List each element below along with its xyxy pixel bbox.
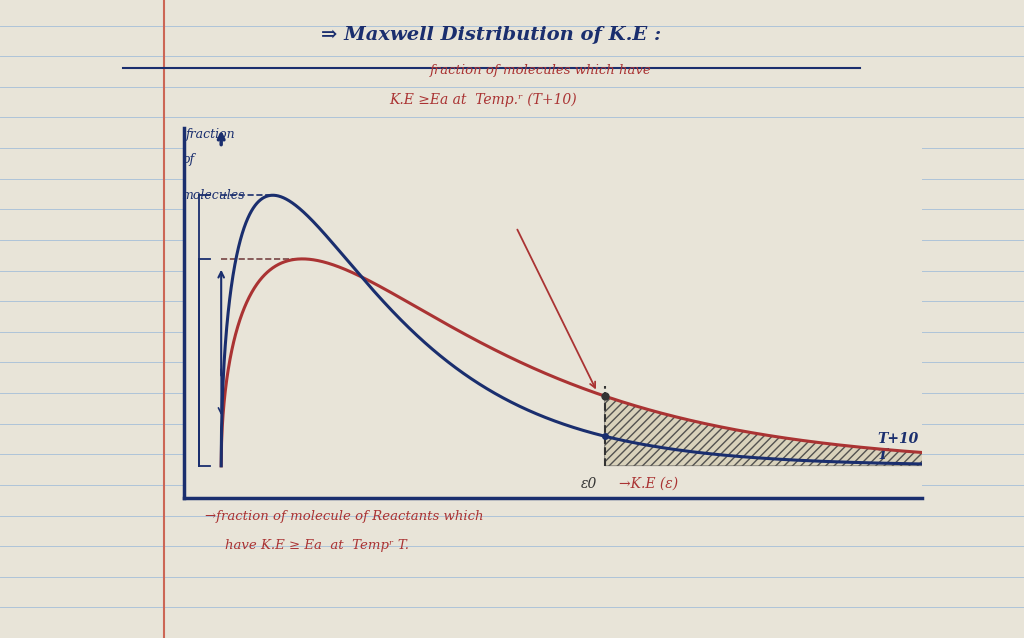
Text: fraction of molecules which have: fraction of molecules which have — [430, 64, 652, 77]
Text: ε0: ε0 — [581, 477, 597, 491]
Text: ⇒ Maxwell Distribution of K.E :: ⇒ Maxwell Distribution of K.E : — [322, 26, 662, 43]
Text: T+10: T+10 — [878, 432, 919, 446]
Text: have K.E ≥ Ea  at  Tempʳ T.: have K.E ≥ Ea at Tempʳ T. — [225, 539, 410, 552]
Text: T: T — [878, 448, 888, 462]
Text: fraction: fraction — [185, 128, 236, 140]
Text: of: of — [183, 153, 195, 167]
Text: →fraction of molecule of Reactants which: →fraction of molecule of Reactants which — [205, 510, 483, 523]
Text: K.E ≥Ea at  Temp.ʳ (T+10): K.E ≥Ea at Temp.ʳ (T+10) — [389, 93, 577, 107]
Text: →K.E (ε): →K.E (ε) — [620, 477, 679, 491]
Text: molecules: molecules — [180, 189, 244, 202]
